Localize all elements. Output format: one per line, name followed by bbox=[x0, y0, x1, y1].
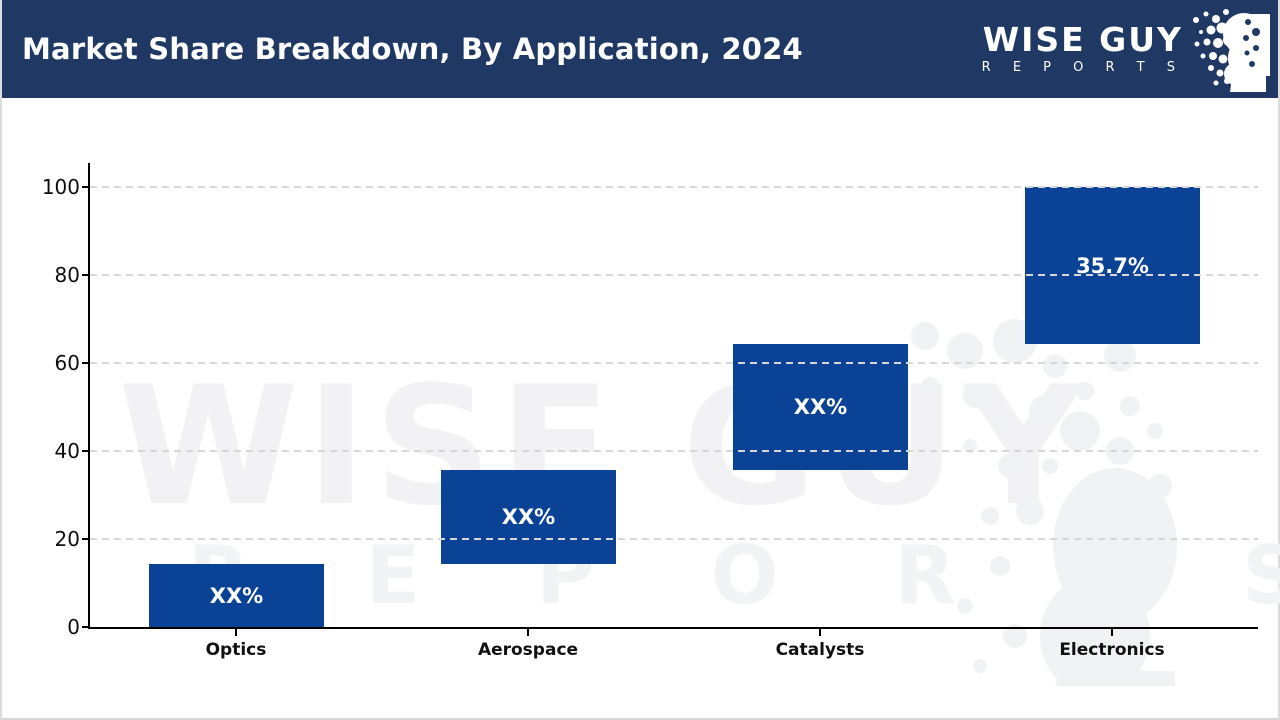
y-axis-tick bbox=[82, 538, 89, 540]
logo-text: WISE GUY R E P O R T S bbox=[982, 23, 1184, 75]
header-banner: Market Share Breakdown, By Application, … bbox=[2, 0, 1278, 98]
x-axis-category-label: Aerospace bbox=[477, 640, 579, 660]
y-axis-tick bbox=[82, 450, 89, 452]
bar-value-label: XX% bbox=[501, 505, 556, 529]
y-axis-tick-label: 60 bbox=[54, 351, 80, 375]
x-axis-tick bbox=[819, 629, 821, 636]
x-axis-spine bbox=[88, 627, 1258, 629]
chart-canvas: WISE GUY R E P O R T S 0 20 40 60 80 100 XX% Op… bbox=[2, 98, 1280, 718]
y-axis-tick-label: 0 bbox=[67, 615, 80, 639]
y-axis-spine bbox=[88, 163, 90, 629]
y-gridline bbox=[90, 186, 1258, 188]
bar-value-label: 35.7% bbox=[1076, 253, 1149, 278]
bar-value-label: XX% bbox=[793, 395, 848, 419]
y-axis-tick bbox=[82, 274, 89, 276]
x-axis-tick bbox=[235, 629, 237, 636]
wiseguy-face-icon bbox=[1193, 9, 1270, 92]
bar-optics bbox=[149, 564, 324, 627]
page-title: Market Share Breakdown, By Application, … bbox=[22, 32, 803, 66]
plot-area: 0 20 40 60 80 100 XX% Optics XX% Aerospace XX% Cata… bbox=[2, 98, 1280, 718]
y-gridline bbox=[90, 450, 1258, 452]
x-axis-category-label: Optics bbox=[205, 640, 267, 660]
x-axis-category-label: Catalysts bbox=[775, 640, 865, 660]
x-axis-tick bbox=[527, 629, 529, 636]
y-gridline bbox=[90, 274, 1258, 276]
y-axis-tick-label: 80 bbox=[54, 263, 80, 287]
y-gridline bbox=[90, 538, 1258, 540]
y-axis-tick-label: 40 bbox=[54, 439, 80, 463]
y-axis-tick-label: 20 bbox=[54, 527, 80, 551]
bar-value-label: XX% bbox=[209, 583, 264, 608]
y-axis-tick-label: 100 bbox=[41, 175, 80, 199]
x-axis-tick bbox=[1111, 629, 1113, 636]
bar-aerospace bbox=[441, 469, 616, 565]
y-axis-tick bbox=[82, 626, 89, 628]
logo-wordmark: WISE GUY bbox=[982, 20, 1183, 60]
wiseguy-logo: WISE GUY R E P O R T S bbox=[982, 6, 1270, 92]
x-axis-category-label: Electronics bbox=[1059, 640, 1165, 660]
bar-catalysts bbox=[733, 344, 908, 470]
y-gridline bbox=[90, 362, 1258, 364]
bar-electronics bbox=[1025, 187, 1200, 345]
y-axis-tick bbox=[82, 362, 89, 364]
y-axis-tick bbox=[82, 186, 89, 188]
logo-subtitle: R E P O R T S bbox=[981, 59, 1184, 75]
